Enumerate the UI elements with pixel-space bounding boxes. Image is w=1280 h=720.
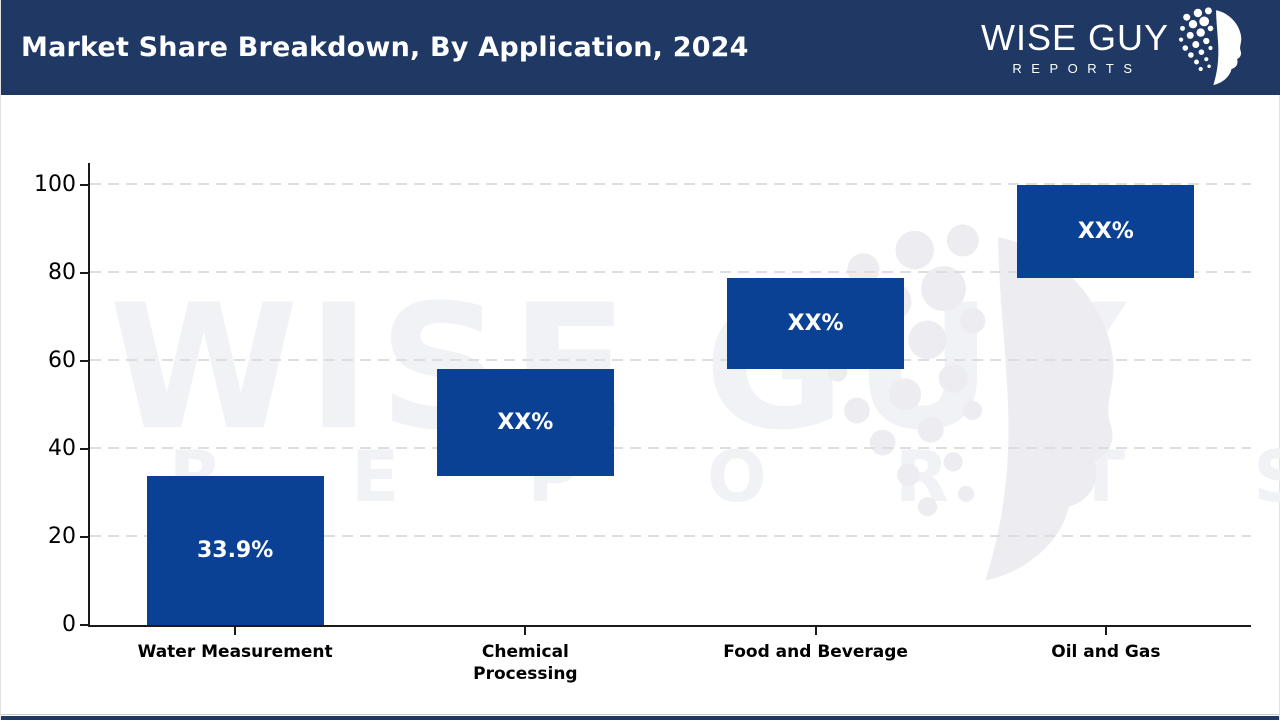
x-axis	[88, 625, 1251, 627]
y-tick-label: 20	[48, 524, 76, 549]
waterfall-bar: XX%	[1017, 185, 1195, 278]
logo-head-icon	[1179, 6, 1242, 85]
bar-value-label: XX%	[787, 310, 844, 336]
y-tick-label: 60	[48, 348, 76, 373]
x-category-label: Chemical Processing	[473, 642, 578, 685]
plot-area: 0 20 40 60 80 100 33.9% Water Measurement XX% Che…	[34, 163, 1251, 684]
logo-subtitle: REPORTS	[1012, 61, 1142, 76]
y-tick	[80, 360, 88, 362]
y-tick-label: 0	[62, 612, 76, 637]
y-tick	[80, 272, 88, 274]
y-tick-label: 100	[34, 172, 76, 197]
header: Market Share Breakdown, By Application, …	[1, 0, 1280, 95]
wiseguy-logo: WISE GUY REPORTS	[981, 6, 1253, 90]
y-tick	[80, 184, 88, 186]
waterfall-bar: 33.9%	[146, 475, 324, 625]
logo-wordmark: WISE GUY	[980, 17, 1169, 58]
bar-value-label: XX%	[497, 409, 554, 435]
x-category-label: Food and Beverage	[723, 642, 908, 662]
x-tick	[234, 627, 237, 635]
y-tick-label: 80	[48, 260, 76, 285]
footer-bar	[1, 716, 1279, 720]
x-tick	[814, 627, 817, 635]
waterfall-bar: XX%	[436, 368, 614, 476]
bar-value-label: XX%	[1077, 218, 1134, 244]
gridline	[90, 271, 1251, 273]
y-tick	[80, 624, 88, 626]
x-category-label: Oil and Gas	[1051, 642, 1161, 662]
bar-value-label: 33.9%	[196, 537, 274, 563]
gridline	[90, 535, 1251, 537]
waterfall-bar: XX%	[727, 277, 905, 369]
logo-text: WISE GUY REPORTS	[980, 17, 1169, 76]
y-tick	[80, 448, 88, 450]
x-tick	[1104, 627, 1107, 635]
gridline	[90, 359, 1251, 361]
gridline	[90, 447, 1251, 449]
x-tick	[524, 627, 527, 635]
y-tick	[80, 536, 88, 538]
gridline	[90, 183, 1251, 185]
y-axis	[88, 163, 90, 627]
x-category-label: Water Measurement	[137, 642, 333, 662]
bottom-divider	[1, 714, 1279, 715]
y-tick-label: 40	[48, 436, 76, 461]
page-title: Market Share Breakdown, By Application, …	[21, 32, 749, 63]
